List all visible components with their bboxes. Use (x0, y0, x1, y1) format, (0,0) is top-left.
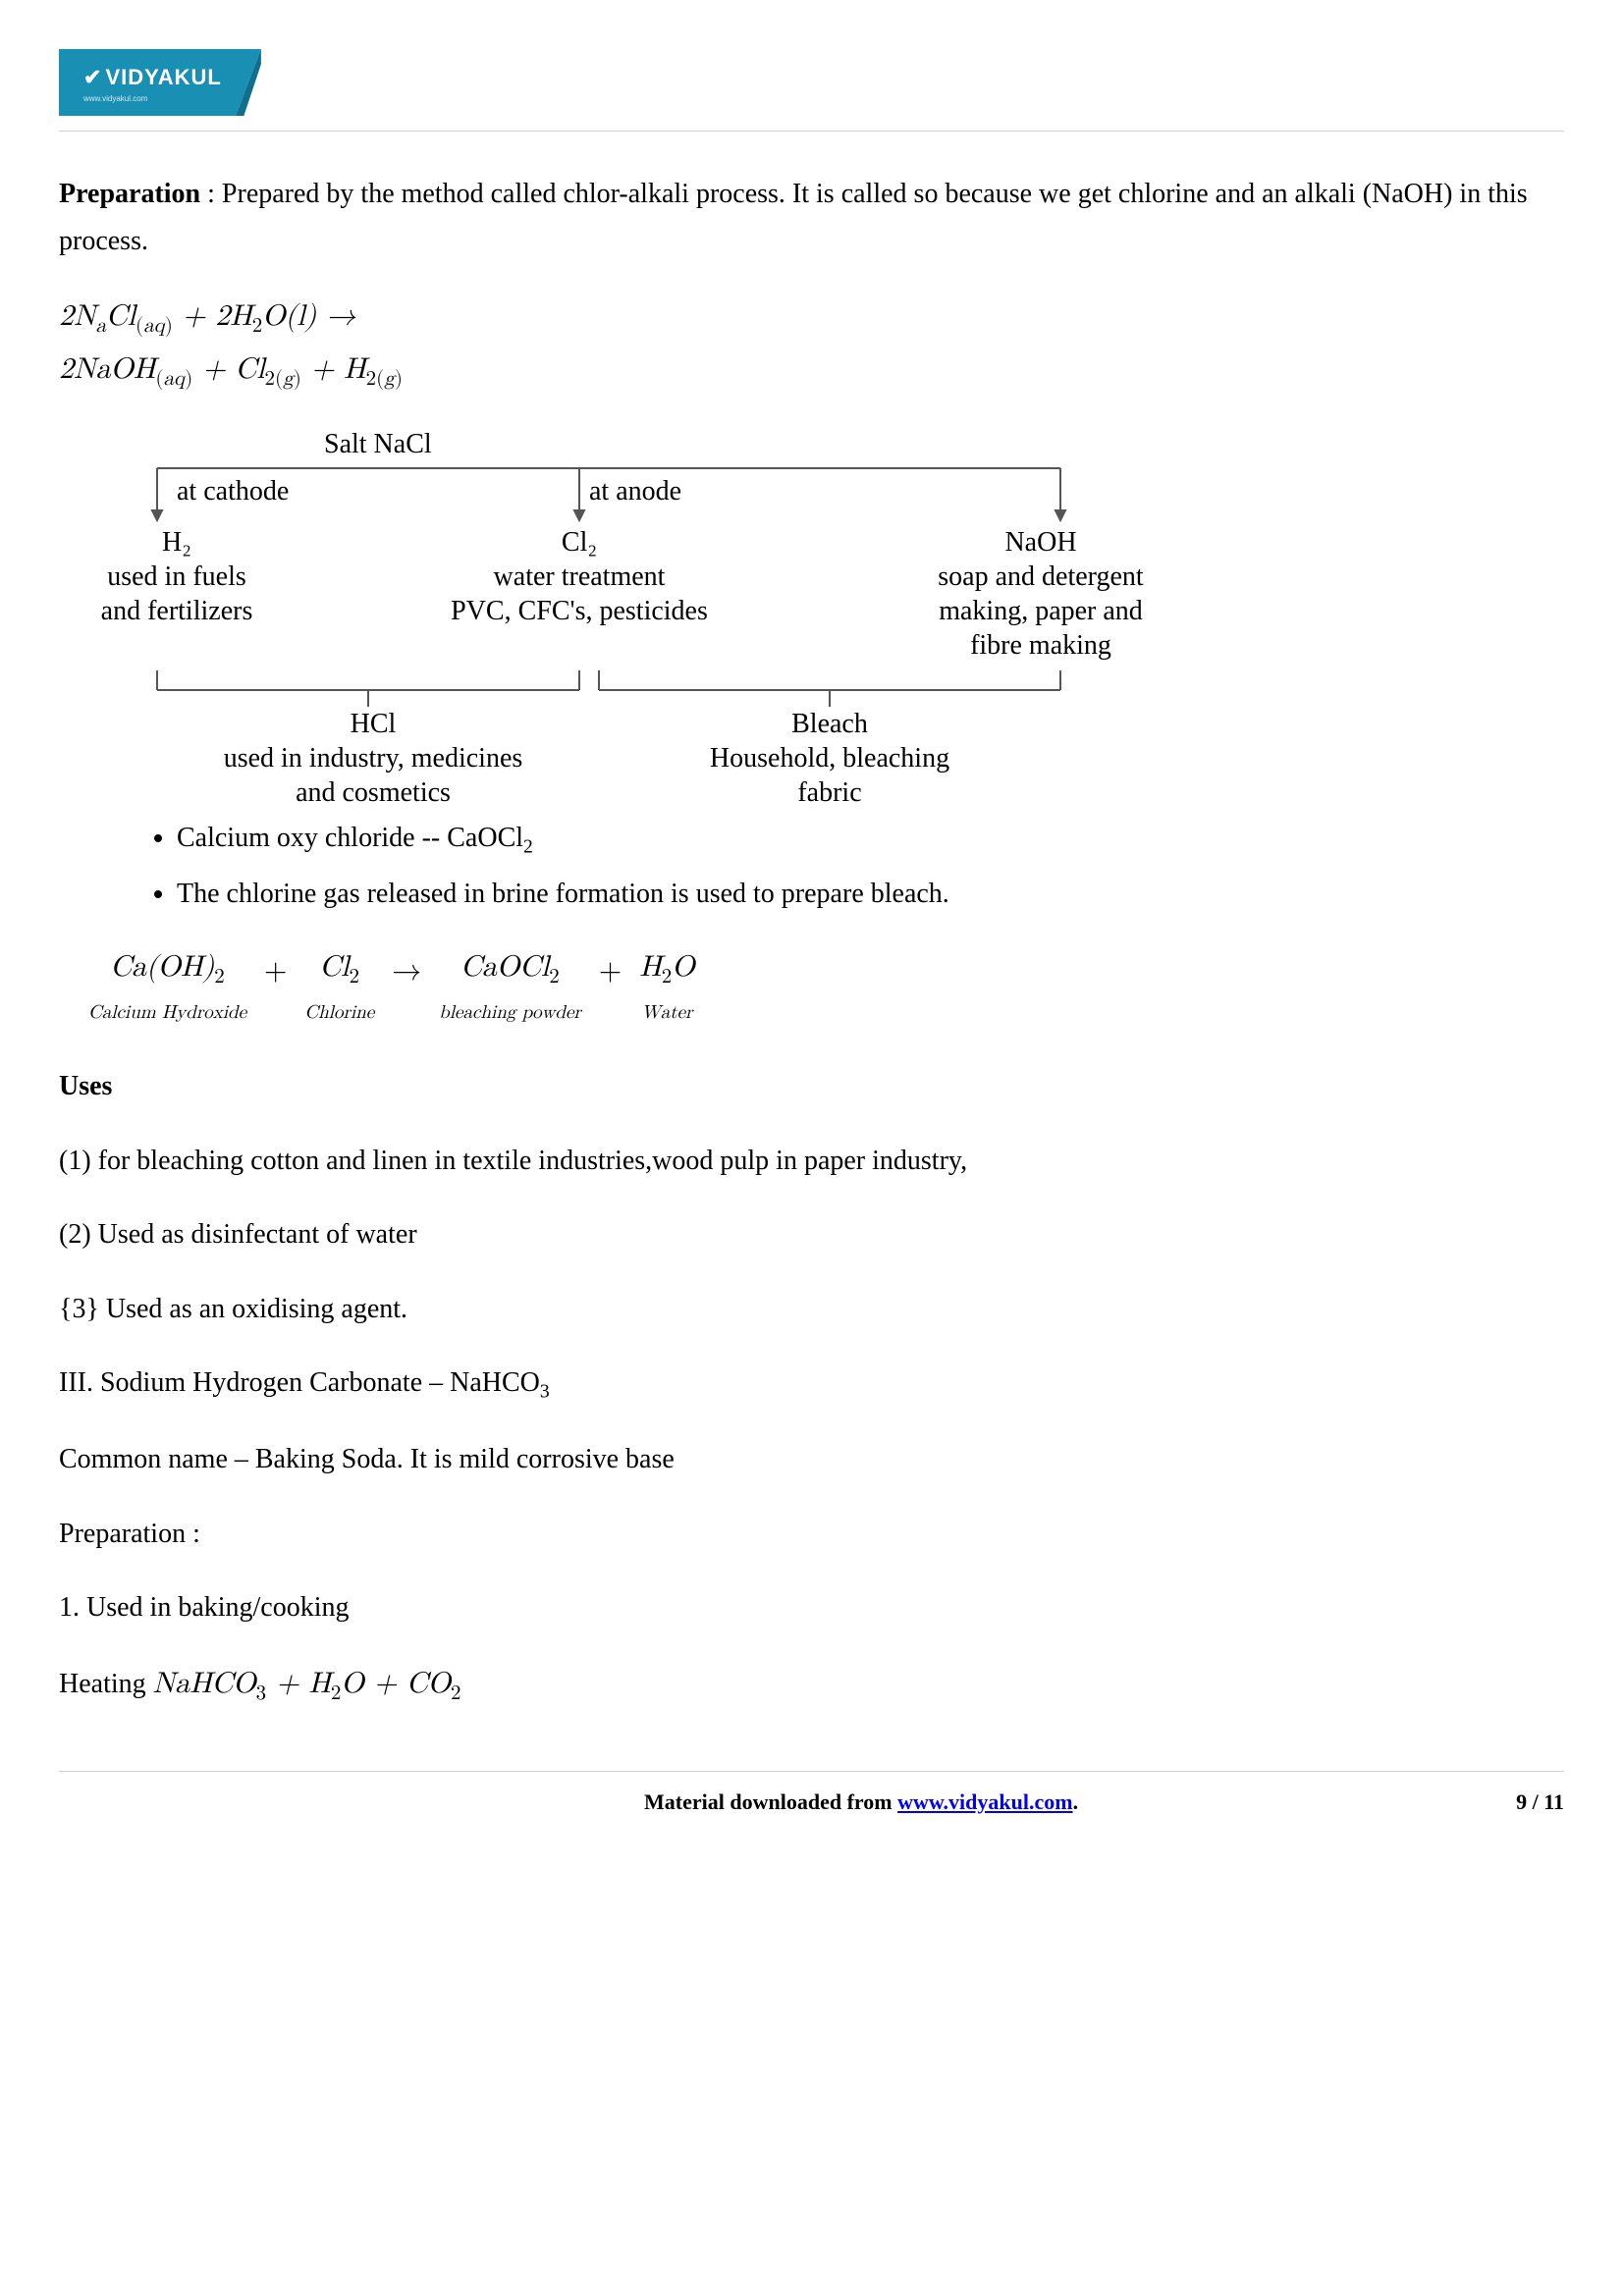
list-item: Calcium oxy chloride -- CaOCl2 (177, 815, 1564, 864)
use-3: {3} Used as an oxidising agent. (59, 1286, 1564, 1333)
chlor-alkali-diagram: Salt NaCl at cathode at anode H₂ used in… (69, 427, 1149, 790)
diagram-node-cl2: Cl₂ water treatment PVC, CFC's, pesticid… (422, 525, 736, 628)
page-number: 9 / 11 (1516, 1784, 1564, 1820)
eq-term: H2O Water (639, 942, 694, 1029)
eq-term: Ca(OH)2 Calcium Hydroxide (88, 942, 246, 1029)
header-divider (59, 131, 1564, 132)
footer-divider (59, 1771, 1564, 1772)
preparation-paragraph: Preparation : Prepared by the method cal… (59, 171, 1564, 264)
footer-link[interactable]: www.vidyakul.com (897, 1789, 1072, 1814)
diagram-node-naoh: NaOH soap and detergent making, paper an… (903, 525, 1178, 663)
footer-text: Material downloaded from www.vidyakul.co… (206, 1784, 1516, 1820)
use-1: (1) for bleaching cotton and linen in te… (59, 1138, 1564, 1185)
logo-subtext: www.vidyakul.com (83, 92, 222, 106)
equation-chlor-alkali: 2NaCl(aq) + 2H2O(l) → 2NaOH(aq) + Cl2(g)… (59, 292, 1564, 397)
uses-heading: Uses (59, 1063, 1564, 1110)
eq-term: CaOCl2 bleaching powder (439, 942, 581, 1029)
arrow-icon: → (392, 942, 421, 996)
page-footer: Material downloaded from www.vidyakul.co… (59, 1784, 1564, 1820)
equation-bleaching-powder: Ca(OH)2 Calcium Hydroxide + Cl2 Chlorine… (88, 942, 1564, 1029)
preparation-2-label: Preparation : (59, 1511, 1564, 1558)
diagram-node-hcl: HCl used in industry, medicines and cosm… (196, 707, 550, 810)
eq-term: Cl2 Chlorine (304, 942, 374, 1029)
diagram-title: Salt NaCl (324, 427, 432, 461)
plus-icon: + (264, 942, 287, 996)
checkmark-icon: ✔ (83, 59, 102, 95)
list-item: The chlorine gas released in brine forma… (177, 871, 1564, 918)
prep-2-item: 1. Used in baking/cooking (59, 1584, 1564, 1631)
common-name: Common name – Baking Soda. It is mild co… (59, 1436, 1564, 1483)
logo-banner: ✔VIDYAKUL www.vidyakul.com (59, 49, 261, 116)
section-3-heading: III. Sodium Hydrogen Carbonate – NaHCO3 (59, 1360, 1564, 1409)
diagram-node-bleach: Bleach Household, bleaching fabric (677, 707, 982, 810)
heating-equation: Heating NaHCO3 + H2O + CO2 (59, 1659, 1564, 1712)
bullet-list: Calcium oxy chloride -- CaOCl2 The chlor… (177, 815, 1564, 918)
preparation-text: : Prepared by the method called chlor-al… (59, 179, 1528, 256)
use-2: (2) Used as disinfectant of water (59, 1211, 1564, 1258)
logo-text: ✔VIDYAKUL www.vidyakul.com (83, 65, 222, 106)
diagram-node-h2: H₂ used in fuels and fertilizers (69, 525, 285, 628)
preparation-label: Preparation (59, 179, 200, 209)
diagram-cathode-label: at cathode (177, 474, 289, 508)
plus-icon: + (599, 942, 622, 996)
diagram-anode-label: at anode (589, 474, 681, 508)
